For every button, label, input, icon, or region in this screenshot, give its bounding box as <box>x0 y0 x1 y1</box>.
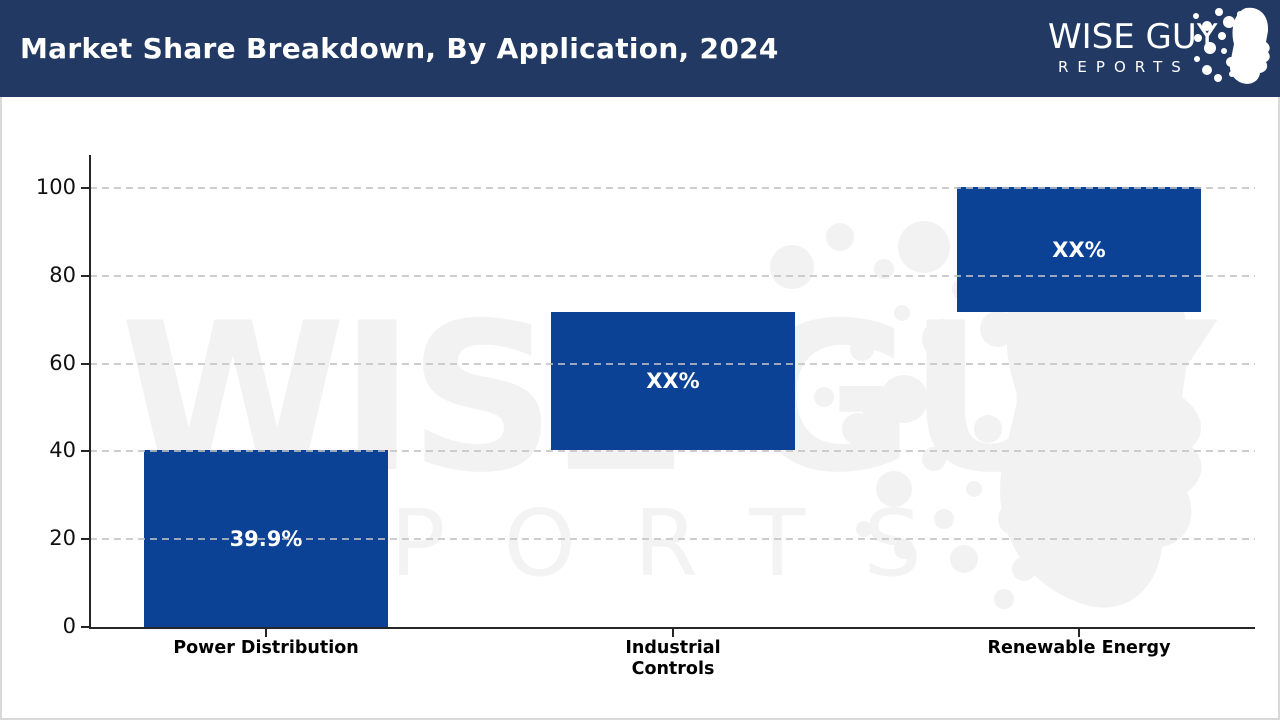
y-tick-label-60: 60 <box>49 351 76 375</box>
y-tick-label-20: 20 <box>49 526 76 550</box>
x-tickmark-power-distribution <box>265 628 267 637</box>
header-bar: Market Share Breakdown, By Application, … <box>0 0 1280 97</box>
y-tick-label-40: 40 <box>49 438 76 462</box>
x-tickmark-industrial-controls <box>672 628 674 637</box>
category-label-industrial-controls: Industrial Controls <box>625 638 721 680</box>
bar-value-label: XX% <box>646 369 700 393</box>
gridline-60 <box>90 363 1255 365</box>
bar-value-label: XX% <box>1052 237 1106 262</box>
x-tickmark-renewable-energy <box>1078 628 1080 637</box>
y-tickmark-60 <box>81 363 90 365</box>
y-axis <box>89 155 91 627</box>
chart-area: WISE GUY REPORTS <box>0 97 1280 720</box>
gridline-20 <box>90 538 1255 540</box>
bar-renewable-energy <box>957 187 1201 312</box>
logo-wordmark: WISE GUY <box>1048 17 1218 57</box>
y-tickmark-40 <box>81 450 90 452</box>
gridline-40 <box>90 450 1255 452</box>
y-tick-label-0: 0 <box>62 614 76 638</box>
bar-industrial-controls <box>551 312 795 450</box>
category-label-power-distribution: Power Distribution <box>173 638 359 658</box>
bar-value-label: 39.9% <box>229 526 303 551</box>
y-tickmark-80 <box>81 275 90 277</box>
wiseguy-logo: WISE GUY REPORTS <box>1048 7 1270 84</box>
y-tickmark-20 <box>81 538 90 540</box>
category-label-renewable-energy: Renewable Energy <box>987 638 1171 658</box>
y-tick-label-100: 100 <box>35 175 76 199</box>
gridline-80 <box>90 275 1255 277</box>
logo-subtext: REPORTS <box>1058 58 1190 76</box>
page-title: Market Share Breakdown, By Application, … <box>20 32 779 65</box>
gridline-100 <box>90 187 1255 189</box>
y-tickmark-100 <box>81 187 90 189</box>
wiseguy-face-icon <box>1193 7 1270 84</box>
y-tick-label-80: 80 <box>49 263 76 287</box>
y-tickmark-0 <box>81 626 90 628</box>
